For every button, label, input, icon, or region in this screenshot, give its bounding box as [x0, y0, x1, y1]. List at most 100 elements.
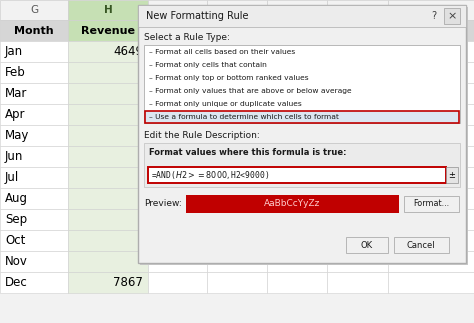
Bar — [327, 20, 388, 41]
Bar — [327, 0, 388, 20]
Bar — [388, 251, 474, 272]
Text: Preview:: Preview: — [144, 200, 182, 209]
Bar — [148, 62, 207, 83]
Bar — [207, 125, 267, 146]
Bar — [207, 188, 267, 209]
Text: G: G — [30, 5, 38, 15]
Bar — [388, 20, 474, 41]
Bar — [267, 41, 327, 62]
Bar — [138, 5, 466, 27]
Bar — [68, 272, 148, 293]
Bar — [267, 83, 327, 104]
Bar — [186, 195, 399, 213]
Bar — [0, 83, 68, 104]
Bar — [388, 167, 474, 188]
Bar — [148, 41, 207, 62]
Bar — [388, 104, 474, 125]
Text: L: L — [355, 5, 360, 15]
Text: Dec: Dec — [5, 276, 28, 289]
Text: 4649: 4649 — [113, 45, 143, 58]
Text: Oct: Oct — [5, 234, 26, 247]
Text: – Format only unique or duplicate values: – Format only unique or duplicate values — [149, 100, 302, 107]
Bar — [207, 41, 267, 62]
Bar — [388, 188, 474, 209]
Bar — [0, 167, 68, 188]
Bar — [68, 104, 148, 125]
Bar — [0, 209, 68, 230]
Bar — [388, 230, 474, 251]
Bar — [207, 62, 267, 83]
Text: Jun: Jun — [5, 150, 23, 163]
Bar — [68, 20, 148, 41]
Text: J: J — [236, 5, 238, 15]
Bar — [144, 143, 460, 187]
Bar — [207, 20, 267, 41]
Bar — [346, 237, 388, 253]
Bar — [267, 209, 327, 230]
Text: ×: × — [447, 11, 456, 21]
Bar — [0, 62, 68, 83]
Bar — [327, 146, 388, 167]
Text: – Use a formula to determine which cells to format: – Use a formula to determine which cells… — [149, 113, 339, 120]
Bar — [68, 146, 148, 167]
Bar — [0, 0, 68, 20]
Text: – Format all cells based on their values: – Format all cells based on their values — [149, 48, 295, 55]
Bar — [148, 104, 207, 125]
Text: OK: OK — [361, 241, 373, 249]
Bar — [148, 272, 207, 293]
Bar — [207, 104, 267, 125]
Bar — [404, 196, 459, 212]
Bar — [267, 104, 327, 125]
Text: H: H — [104, 5, 112, 15]
Bar — [327, 209, 388, 230]
Bar — [0, 104, 68, 125]
Bar — [68, 167, 148, 188]
Bar — [0, 230, 68, 251]
Bar — [267, 62, 327, 83]
Bar — [388, 83, 474, 104]
Bar — [446, 167, 458, 183]
Text: Select a Rule Type:: Select a Rule Type: — [144, 33, 230, 41]
Bar — [207, 209, 267, 230]
Bar — [68, 83, 148, 104]
Text: =AND($H2>=8000,$H2<9000): =AND($H2>=8000,$H2<9000) — [151, 169, 269, 181]
Text: May: May — [5, 129, 29, 142]
Bar — [68, 62, 148, 83]
Bar — [207, 0, 267, 20]
Bar — [0, 188, 68, 209]
Text: Format...: Format... — [413, 200, 449, 209]
Text: M: M — [427, 5, 436, 15]
Text: Aug: Aug — [5, 192, 28, 205]
Bar — [68, 41, 148, 62]
Bar — [207, 146, 267, 167]
Bar — [388, 41, 474, 62]
Bar — [0, 20, 68, 41]
Bar — [68, 251, 148, 272]
Bar — [394, 237, 449, 253]
Text: Format values where this formula is true:: Format values where this formula is true… — [149, 148, 346, 157]
Text: ±: ± — [448, 171, 456, 180]
Text: New Formatting Rule: New Formatting Rule — [146, 11, 248, 21]
Text: Apr: Apr — [5, 108, 26, 121]
Bar — [148, 188, 207, 209]
Text: K: K — [293, 5, 301, 15]
Text: Feb: Feb — [5, 66, 26, 79]
Text: I: I — [176, 5, 179, 15]
Bar — [444, 8, 460, 24]
Bar — [388, 146, 474, 167]
Bar — [148, 146, 207, 167]
Bar — [68, 209, 148, 230]
Bar — [145, 110, 459, 122]
Bar — [327, 104, 388, 125]
Bar — [327, 251, 388, 272]
Text: AaBbCcYyZz: AaBbCcYyZz — [264, 200, 321, 209]
Bar — [68, 125, 148, 146]
Bar — [327, 41, 388, 62]
Bar — [0, 146, 68, 167]
Text: Nov: Nov — [5, 255, 28, 268]
Bar — [0, 272, 68, 293]
Bar — [267, 251, 327, 272]
Bar — [267, 188, 327, 209]
Bar — [148, 167, 446, 183]
Bar — [207, 167, 267, 188]
